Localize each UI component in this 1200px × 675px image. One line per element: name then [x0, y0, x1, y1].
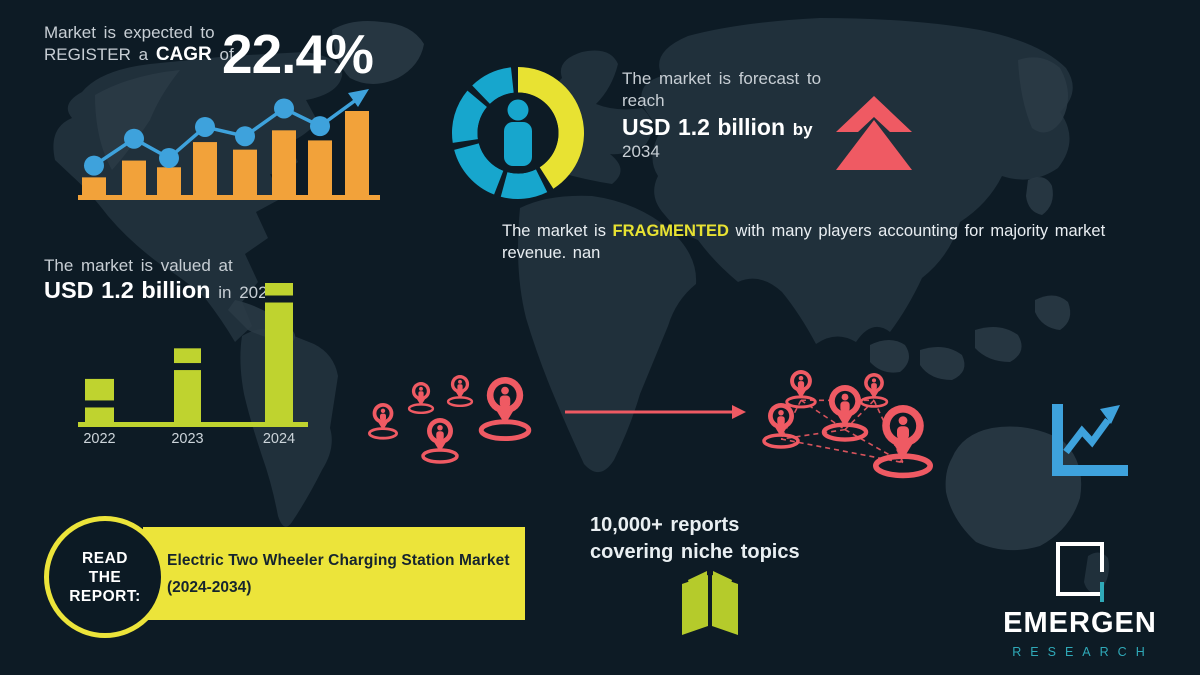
forecast-line1: The market is forecast to — [622, 69, 822, 88]
market-share-donut-chart — [452, 67, 584, 200]
report-subtitle: (2024-2034) — [167, 579, 252, 596]
logo-name: EMERGEN — [1003, 607, 1157, 639]
svg-text:2024: 2024 — [263, 431, 295, 447]
growth-chart-icon — [1052, 404, 1128, 476]
cagr-text-block: Market is expected to REGISTER a CAGR of — [44, 22, 234, 66]
valuation-text-block: The market is valued at USD 1.2 billion … — [44, 255, 277, 304]
book-icon — [682, 571, 738, 635]
logo-square-icon — [1056, 542, 1104, 602]
svg-text:2023: 2023 — [171, 431, 203, 447]
svg-text:2022: 2022 — [83, 431, 115, 447]
valuation-bar-chart: 2022 2023 2024 — [78, 283, 308, 447]
valuation-line1: The market is valued at — [44, 256, 233, 275]
cagr-value: 22.4% — [222, 23, 374, 85]
valuation-value: USD 1.2 billion in 2024 — [44, 277, 278, 303]
market-players-pins-illustration — [367, 370, 933, 479]
reports-count-block: 10,000+ reports covering niche topics — [590, 512, 800, 566]
cagr-line2: REGISTER a CAGR of — [44, 44, 234, 65]
logo-subtitle: RESEARCH — [1012, 645, 1154, 659]
forecast-text-block: The market is forecast to reach USD 1.2 … — [622, 68, 821, 163]
cagr-line1: Market is expected to — [44, 23, 215, 42]
forecast-line2: reach — [622, 91, 665, 110]
fragmented-text: The market is FRAGMENTED with many playe… — [502, 222, 1106, 262]
read-report-button[interactable]: READ THE REPORT: — [44, 516, 166, 638]
report-banner[interactable]: Electric Two Wheeler Charging Station Ma… — [143, 527, 525, 620]
emergen-research-logo: EMERGEN RESEARCH — [996, 538, 1164, 659]
cagr-trend-chart — [78, 89, 380, 200]
reports-line1: 10,000+ reports — [590, 514, 740, 536]
fragmented-highlight: FRAGMENTED — [612, 222, 729, 240]
forecast-year: 2034 — [622, 142, 660, 161]
forecast-value: USD 1.2 billion by — [622, 114, 813, 140]
report-title: Electric Two Wheeler Charging Station Ma… — [167, 552, 510, 569]
double-up-arrow-icon — [836, 96, 912, 170]
reports-line2: covering niche topics — [590, 541, 800, 563]
